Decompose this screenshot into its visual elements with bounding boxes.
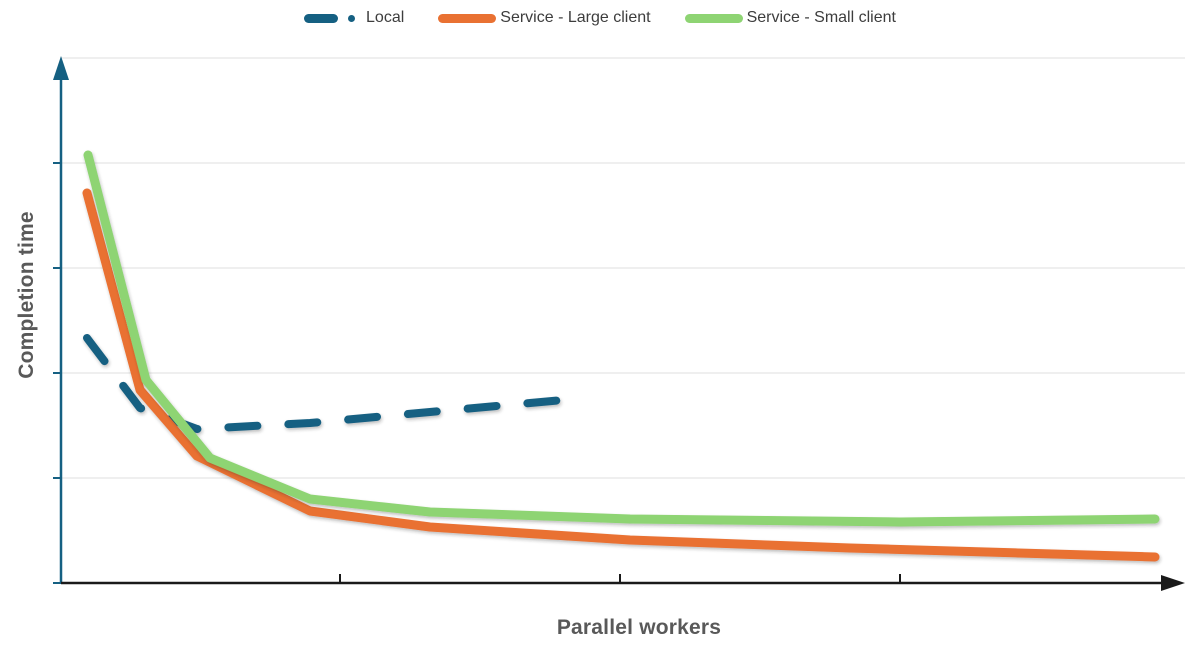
- x-axis-arrow-icon: [1161, 575, 1185, 591]
- line-swatch-icon: [684, 13, 743, 23]
- y-axis-title: Completion time: [15, 211, 38, 379]
- legend: Local Service - Large client Service - Sma…: [0, 6, 1200, 30]
- legend-dot-icon: [348, 14, 356, 22]
- line-swatch-icon: [438, 13, 497, 23]
- legend-bar-icon: [684, 13, 743, 23]
- series-line-service-small-client[interactable]: [83, 150, 1160, 527]
- legend-label: Service - Large client: [500, 9, 651, 26]
- y-axis-arrow-icon: [53, 56, 69, 80]
- series-line-local[interactable]: [83, 334, 567, 433]
- plot-area[interactable]: [0, 0, 1200, 610]
- legend-item-service-small-client[interactable]: Service - Small client: [684, 6, 896, 30]
- legend-label: Service - Small client: [746, 9, 896, 26]
- legend-item-local[interactable]: Local: [304, 6, 404, 30]
- dash-dot-line-swatch-icon: [304, 13, 362, 23]
- legend-dash-icon: [304, 13, 339, 23]
- series-line-service-large-client[interactable]: [82, 188, 1160, 562]
- legend-item-service-large-client[interactable]: Service - Large client: [438, 6, 651, 30]
- legend-label: Local: [366, 9, 405, 26]
- legend-bar-icon: [438, 13, 497, 23]
- x-axis-title: Parallel workers: [556, 616, 722, 639]
